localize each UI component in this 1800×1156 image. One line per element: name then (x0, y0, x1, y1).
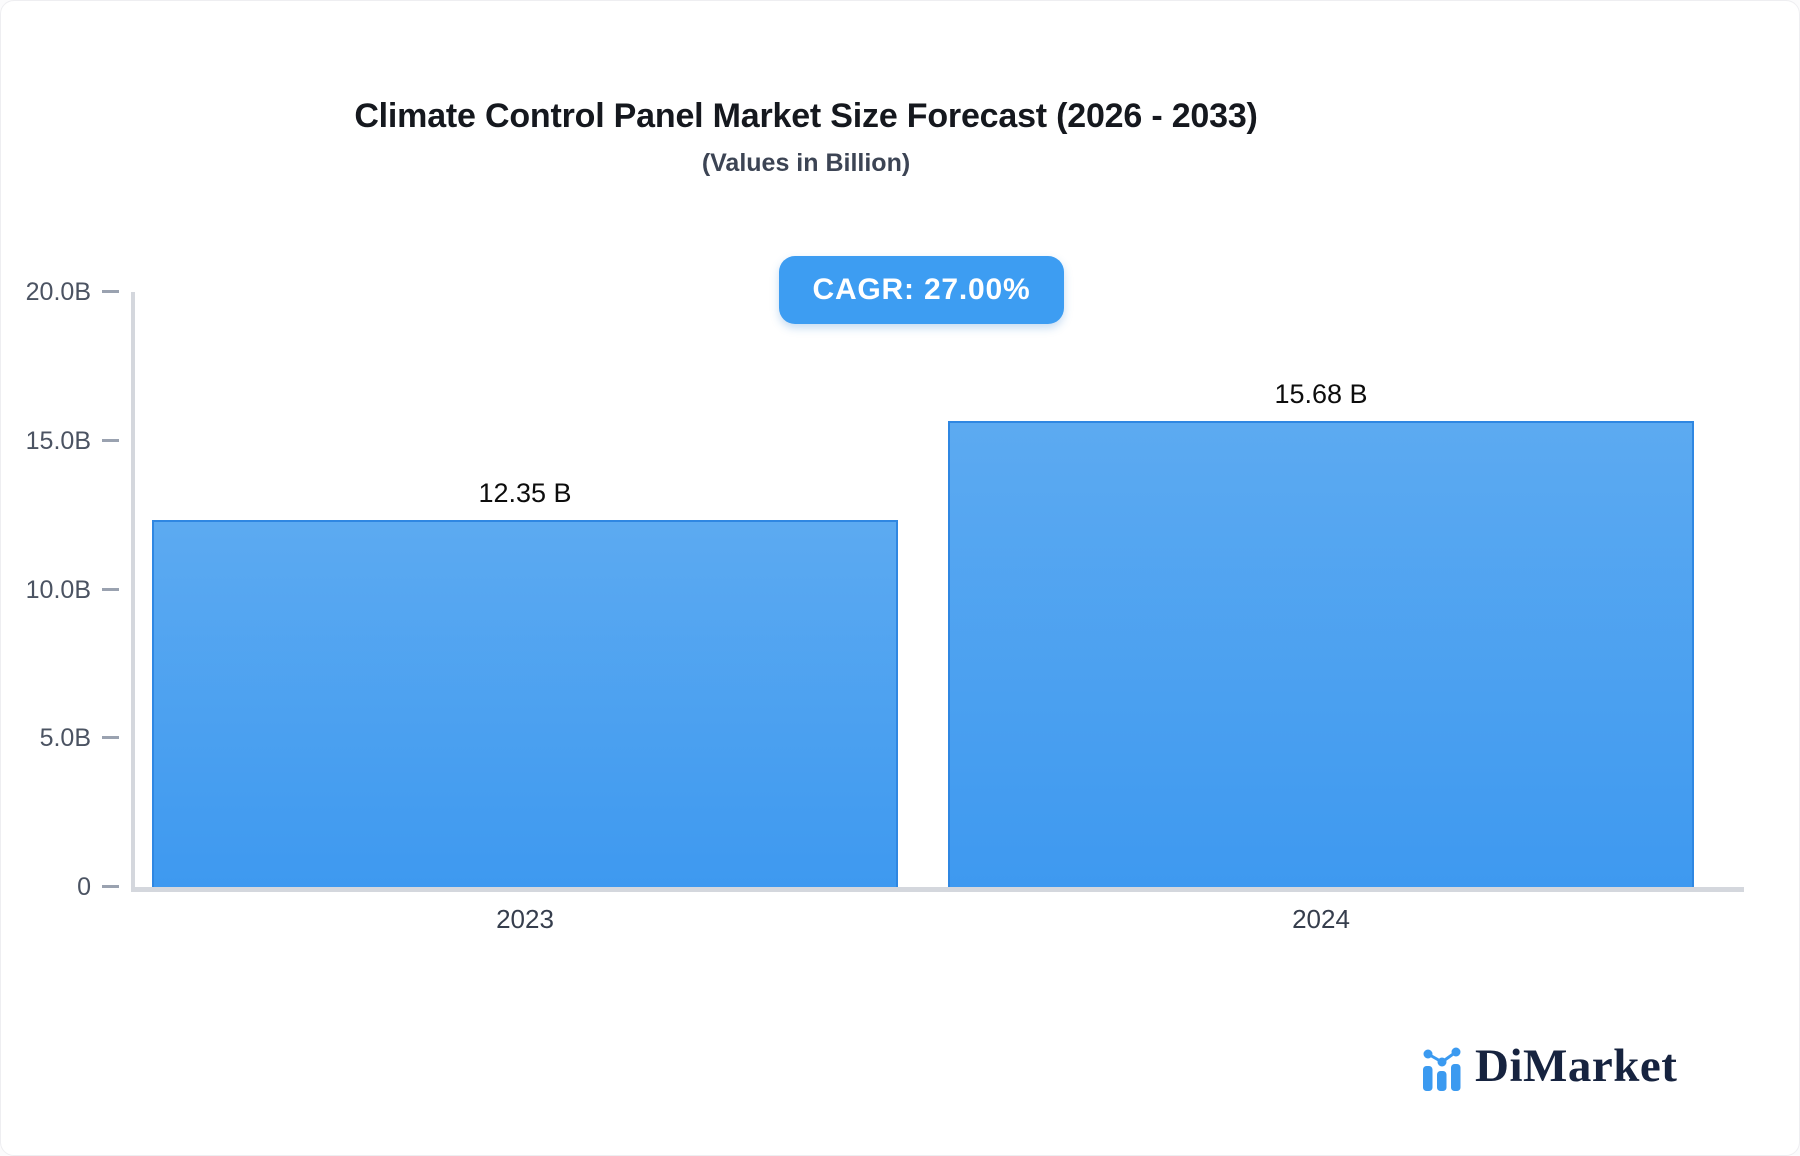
y-axis-tick-label: 20.0B (25, 278, 91, 306)
x-axis-category-label: 2024 (1292, 904, 1350, 934)
bar-line-chart-icon (1423, 1047, 1461, 1091)
y-axis-tick-label: 15.0B (25, 426, 91, 455)
chart-subtitle: (Values in Billion) (701, 149, 911, 177)
chart-title: Climate Control Panel Market Size Foreca… (354, 97, 1258, 135)
y-axis-tick-mark (102, 438, 119, 442)
dimarket-logo-text: DiMarket (1475, 1040, 1678, 1092)
y-axis-tick-mark (102, 736, 119, 740)
bar-2024[interactable] (948, 420, 1694, 887)
x-axis-category-label: 2023 (496, 904, 554, 934)
bar-value-label: 15.68 B (1274, 378, 1368, 409)
bar-value-label: 12.35 B (478, 477, 572, 508)
cagr-badge: CAGR: 27.00% (779, 256, 1064, 324)
cagr-badge-label: CAGR: 27.00% (812, 273, 1031, 306)
y-axis-tick-mark (102, 587, 119, 591)
x-axis-line (131, 887, 1744, 892)
y-axis-line (131, 292, 135, 892)
y-axis-tick-label: 10.0B (25, 575, 91, 604)
dimarket-logo: DiMarket (1421, 1039, 1677, 1093)
y-axis-tick-mark (102, 290, 119, 293)
y-axis-tick-label: 5.0B (39, 724, 91, 753)
y-axis-tick-label: 0 (77, 873, 91, 901)
bar-2023[interactable] (152, 519, 898, 887)
y-axis-tick-mark (102, 885, 119, 888)
